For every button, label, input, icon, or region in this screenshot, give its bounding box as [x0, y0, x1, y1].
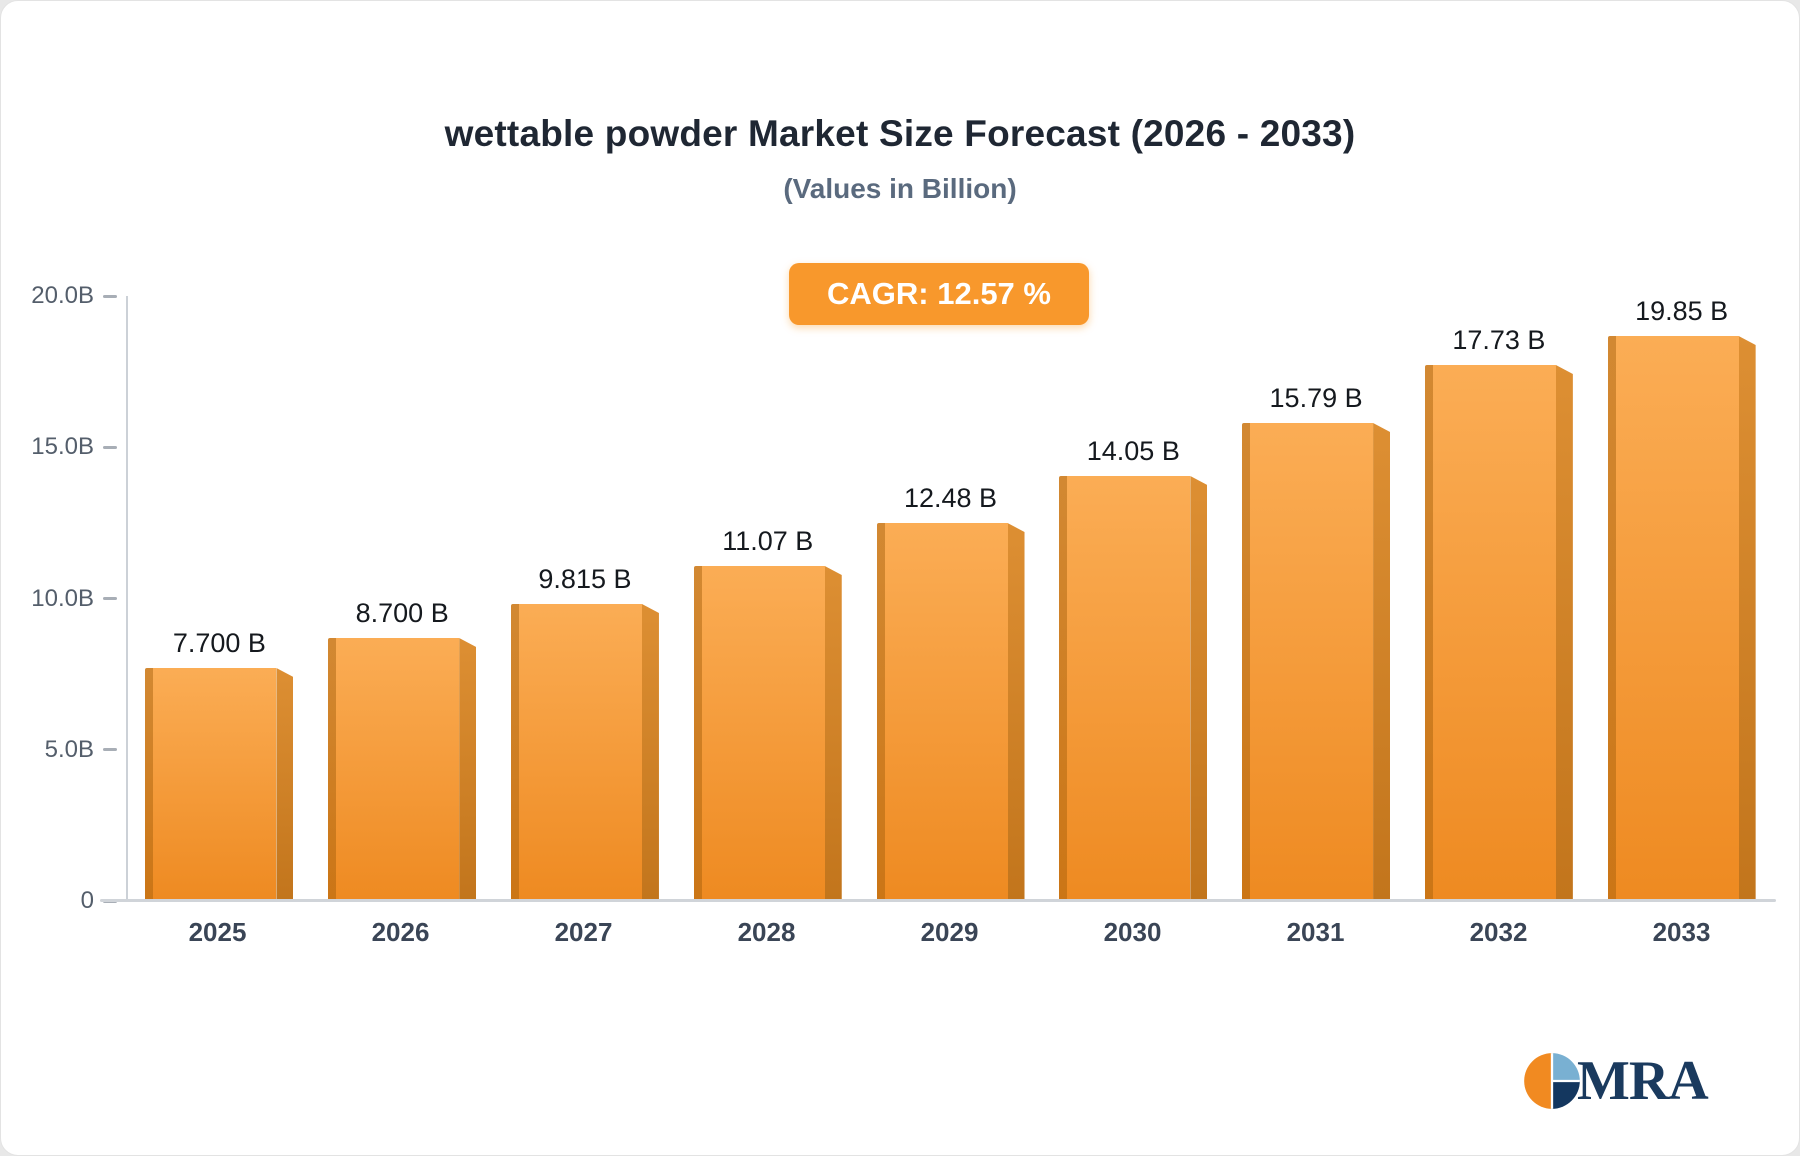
bar-front-face: [145, 668, 277, 901]
bar-front-face: [328, 638, 460, 901]
y-axis-tick-mark: [103, 597, 117, 600]
bar-group: 15.79 B: [1225, 296, 1408, 901]
bar-group: 12.48 B: [859, 296, 1042, 901]
bar-front-face: [876, 523, 1008, 901]
y-axis-tick-label: 10.0B: [31, 584, 94, 612]
bar: [1059, 476, 1208, 901]
plot-area: 7.700 B 8.700 B 9.815 B 11.07 B 12.48 B 14.05…: [126, 296, 1773, 901]
bar-side-face: [1007, 523, 1025, 901]
bar-side-face: [1373, 423, 1391, 901]
bar-value-label: 11.07 B: [722, 526, 814, 556]
bar-front-face: [510, 604, 642, 901]
bar-group: 11.07 B: [676, 296, 859, 901]
bar: [693, 566, 842, 901]
x-axis-labels: 2025 2026 2027 2028 2029 2030 2031 2032 2033: [126, 917, 1773, 948]
y-axis: 0 5.0B 10.0B 15.0B 20.0B: [1, 282, 126, 914]
bar-group: 14.05 B: [1042, 296, 1225, 901]
bar-front-face: [1242, 423, 1374, 901]
y-axis-tick-mark: [103, 748, 117, 752]
y-axis-tick-mark: [103, 445, 117, 449]
bar-front-face: [1059, 476, 1191, 901]
x-axis-label: 2029: [920, 917, 979, 947]
x-axis-label: 2033: [1652, 917, 1711, 947]
y-axis-tick-label: 20.0B: [31, 282, 94, 309]
bar-group: 19.85 B: [1590, 296, 1773, 901]
bar-side-face: [824, 566, 842, 901]
x-axis-line: [100, 899, 1776, 902]
chart-subtitle: (Values in Billion): [783, 173, 1017, 204]
y-axis-tick: 15.0B: [1, 433, 126, 461]
bar-front-face: [693, 566, 825, 901]
bar-group: 9.815 B: [494, 296, 677, 901]
bar-value-label: 7.700 B: [172, 628, 266, 658]
bar: [1242, 423, 1391, 901]
x-axis-label: 2025: [188, 917, 247, 947]
bar-value-label: 12.48 B: [903, 483, 998, 513]
bar-front-face: [1424, 365, 1556, 901]
bar: [510, 604, 659, 901]
bar: [328, 638, 477, 901]
cagr-badge: CAGR: 12.57 %: [789, 263, 1089, 325]
x-axis-label: 2028: [737, 917, 796, 947]
brand-logo-text: MRA: [1577, 1050, 1709, 1112]
bar-group: 7.700 B: [128, 296, 311, 901]
bar: [1607, 336, 1756, 901]
bar-side-face: [1190, 476, 1208, 901]
bar-side-face: [1555, 365, 1573, 901]
bar-value-label: 17.73 B: [1452, 325, 1546, 355]
bars: 7.700 B 8.700 B 9.815 B 11.07 B 12.48 B 14.05…: [128, 296, 1773, 901]
y-axis-tick-label: 5.0B: [44, 735, 94, 763]
y-axis-tick: 10.0B: [1, 584, 126, 612]
bar-value-label: 15.79 B: [1269, 383, 1363, 413]
brand-logo: MRA: [1523, 1049, 1709, 1113]
bar-value-label: 14.05 B: [1086, 436, 1180, 466]
y-axis-tick-label: 0: [80, 887, 94, 914]
bar-group: 8.700 B: [311, 296, 494, 901]
bar-value-label: 19.85 B: [1635, 296, 1729, 326]
y-axis-tick-label: 15.0B: [31, 433, 94, 461]
bar: [876, 523, 1025, 901]
bar: [145, 668, 294, 901]
bar: [1424, 365, 1573, 901]
pie-chart-logo-icon: [1524, 1053, 1580, 1109]
x-axis-label: 2026: [371, 917, 430, 947]
bar-group: 17.73 B: [1407, 296, 1590, 901]
chart-title: wettable powder Market Size Forecast (20…: [444, 113, 1356, 154]
bar-side-face: [459, 638, 477, 901]
x-axis-label: 2027: [554, 917, 613, 947]
bar-side-face: [276, 668, 294, 901]
x-axis-label: 2031: [1286, 917, 1345, 947]
y-axis-tick: 5.0B: [1, 735, 126, 763]
y-axis-tick-mark: [103, 294, 117, 298]
y-axis-tick: 20.0B: [1, 282, 126, 309]
bar-value-label: 9.815 B: [538, 564, 632, 594]
bar-side-face: [1738, 336, 1756, 901]
bar-front-face: [1607, 336, 1739, 901]
x-axis-label: 2032: [1469, 917, 1528, 947]
x-axis-label: 2030: [1103, 917, 1162, 947]
bar-side-face: [641, 604, 659, 901]
bar-value-label: 8.700 B: [355, 598, 449, 628]
